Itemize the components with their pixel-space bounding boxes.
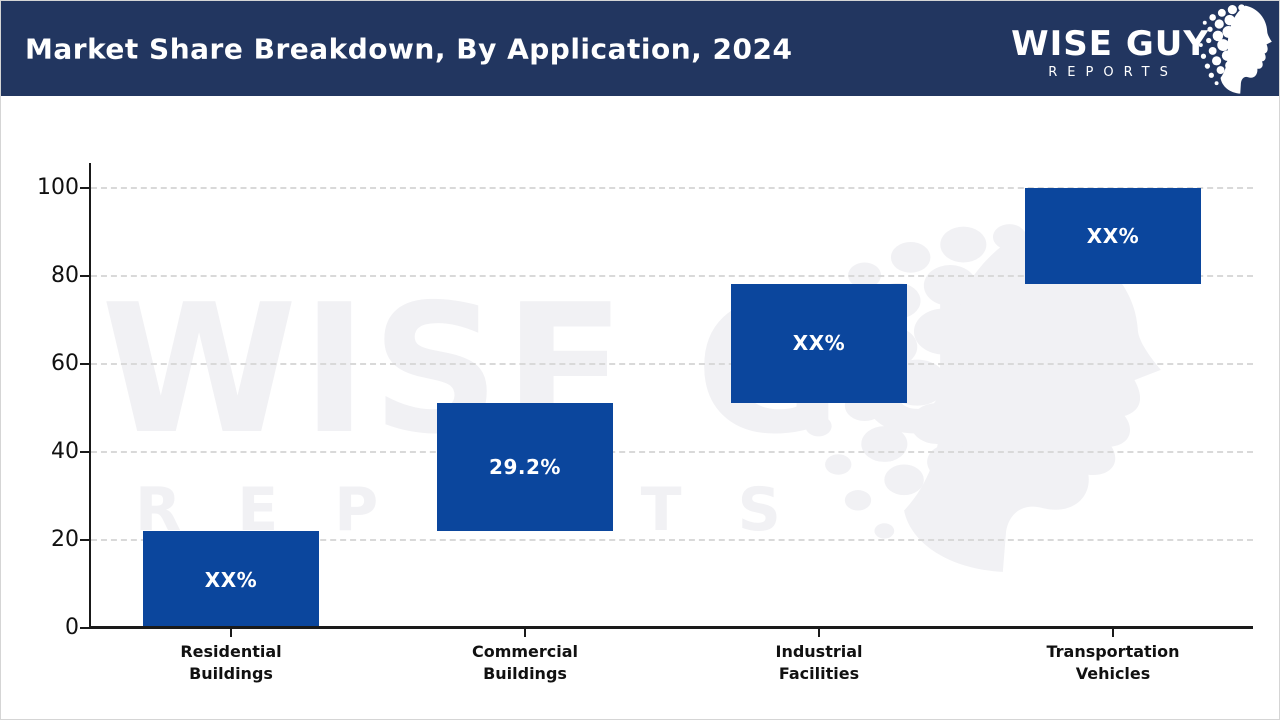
x-category-label: Residential Buildings	[111, 641, 351, 684]
brand-logo-text: WISE GUY REPORTS	[1011, 24, 1209, 80]
bar-value-label: 29.2%	[489, 454, 561, 479]
y-tick-mark	[80, 538, 89, 541]
x-category-label-line: Facilities	[778, 663, 860, 683]
x-category-label: Commercial Buildings	[405, 641, 645, 684]
y-tick-label: 80	[51, 262, 79, 288]
y-tick-mark	[80, 627, 89, 629]
y-tick-label: 0	[65, 615, 79, 640]
y-tick-label: 100	[37, 174, 79, 200]
bar: 29.2%	[437, 402, 613, 532]
dotted-head-icon	[1198, 4, 1272, 94]
bar: XX%	[1025, 187, 1201, 285]
bar-value-label: XX%	[792, 331, 846, 356]
y-tick-mark	[80, 362, 89, 365]
x-category-label-line: Residential	[180, 642, 282, 661]
x-category-label-line: Transportation	[1046, 642, 1180, 661]
bar-value-label: XX%	[1086, 224, 1140, 249]
y-tick-label: 60	[51, 350, 79, 376]
grid-line	[91, 362, 1253, 365]
grid-line	[91, 538, 1253, 541]
x-category-label-line: Commercial	[471, 642, 579, 661]
x-category-label-line: Buildings	[189, 663, 273, 683]
x-category-label-line: Industrial	[775, 642, 863, 661]
grid-line	[91, 186, 1253, 189]
x-category-label: Industrial Facilities	[699, 641, 939, 684]
bar: XX%	[731, 284, 907, 403]
x-axis-line	[89, 626, 1253, 629]
y-tick-label: 20	[51, 526, 79, 552]
x-category-label-line: Vehicles	[1075, 663, 1151, 683]
grid-line	[91, 274, 1253, 277]
brand-name: WISE GUY	[1011, 24, 1209, 64]
x-tick-mark	[818, 629, 820, 637]
y-tick-mark	[80, 274, 89, 277]
x-tick-mark	[230, 629, 232, 637]
y-tick-mark	[80, 450, 89, 453]
x-tick-mark	[1112, 629, 1114, 637]
x-category-label: Transportation Vehicles	[993, 641, 1233, 684]
x-tick-mark	[524, 629, 526, 637]
bar-value-label: XX%	[204, 567, 258, 592]
header-bar: Market Share Breakdown, By Application, …	[1, 1, 1279, 96]
brand-subname: REPORTS	[1048, 65, 1178, 80]
x-category-label-line: Buildings	[483, 663, 567, 683]
brand-logo: WISE GUY REPORTS	[1011, 3, 1275, 95]
y-axis-line	[89, 163, 91, 629]
y-tick-mark	[80, 186, 89, 189]
y-tick-label: 40	[51, 438, 79, 464]
page-title: Market Share Breakdown, By Application, …	[25, 32, 793, 65]
bar: XX%	[143, 531, 319, 628]
grid-line	[91, 450, 1253, 453]
